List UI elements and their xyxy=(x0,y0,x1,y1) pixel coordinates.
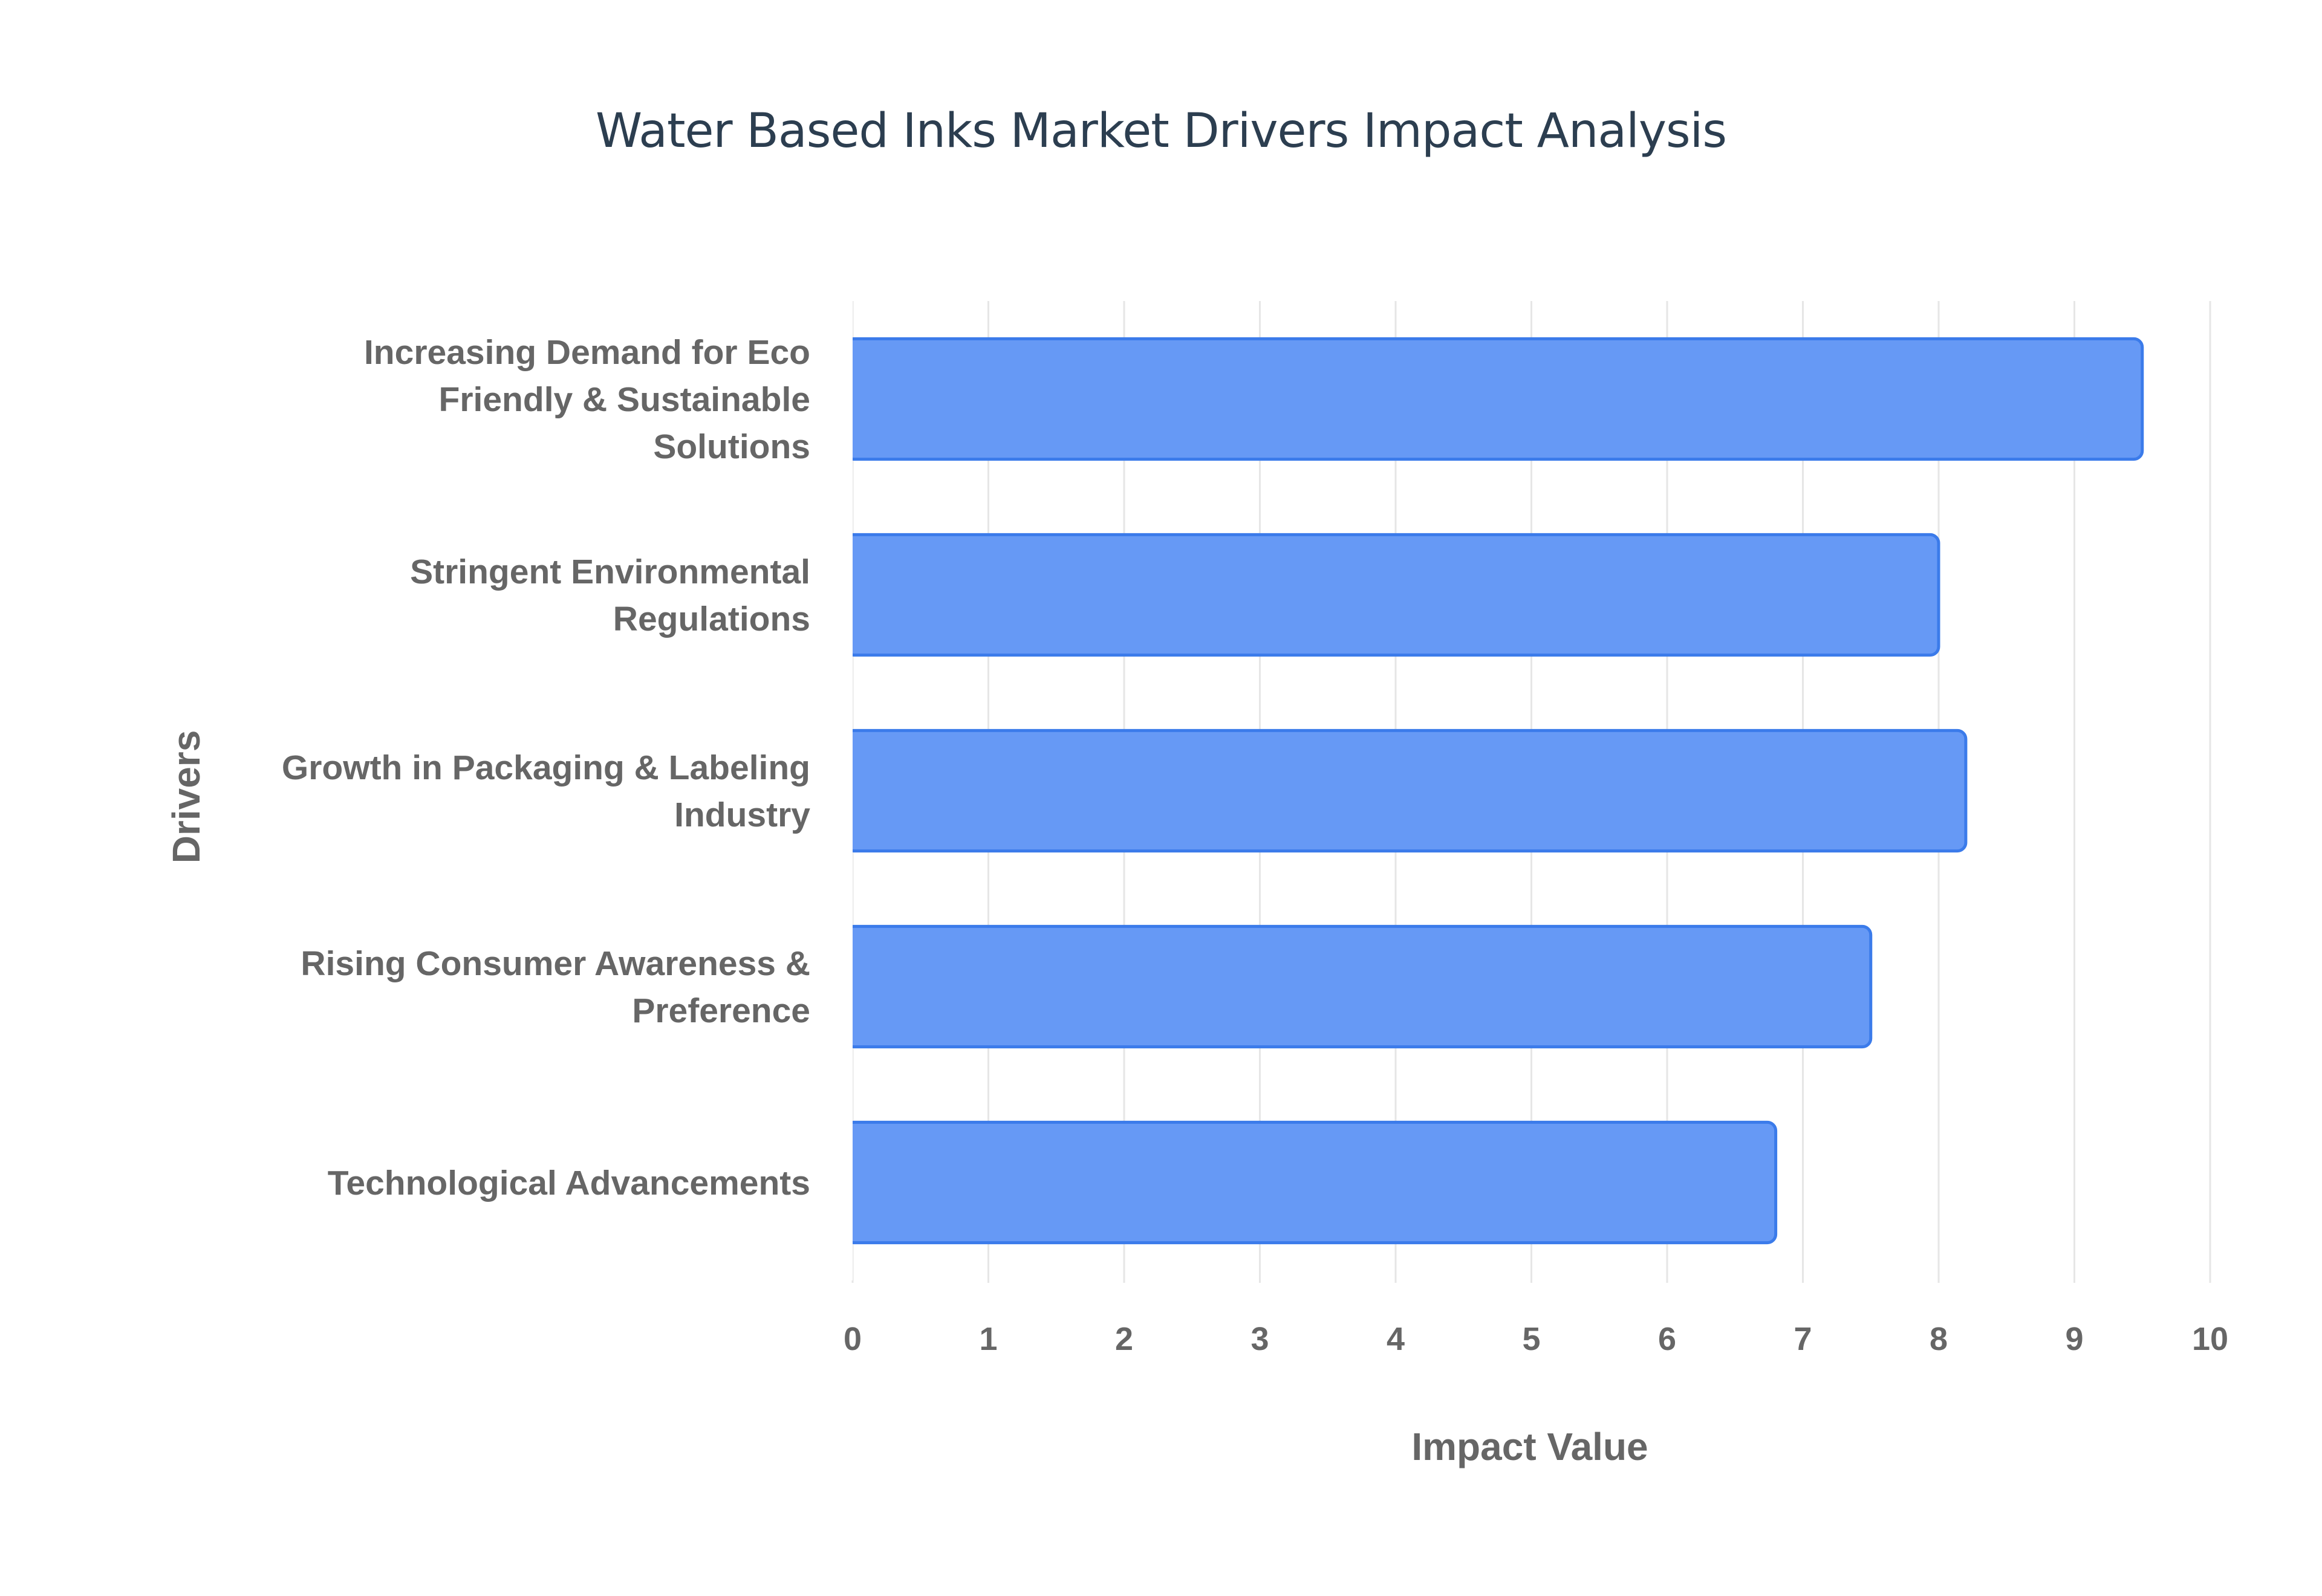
baseline-mask xyxy=(841,301,853,1280)
bar xyxy=(844,924,1873,1049)
y-axis-title: Drivers xyxy=(164,730,208,864)
category-label: Technological Advancements xyxy=(328,1164,810,1202)
bar xyxy=(844,1120,1778,1245)
x-axis-title: Impact Value xyxy=(1411,1425,1648,1468)
x-tick-label: 3 xyxy=(1250,1321,1269,1357)
category-label: Rising Consumer Awareness & Preference xyxy=(301,944,810,1030)
category-labels: Increasing Demand for Eco Friendly & Sust… xyxy=(282,333,810,1202)
x-tick-label: 1 xyxy=(979,1321,997,1357)
x-tick-label: 7 xyxy=(1794,1321,1812,1357)
x-tick-labels: 0 1 2 3 4 5 6 7 8 9 10 xyxy=(844,1321,2228,1357)
x-tick-label: 10 xyxy=(2192,1321,2228,1357)
bar xyxy=(844,337,2144,461)
chart-title: Water Based Inks Market Drivers Impact A… xyxy=(596,104,1727,158)
category-label: Growth in Packaging & Labeling Industry xyxy=(282,748,810,834)
x-tick-label: 2 xyxy=(1115,1321,1133,1357)
x-tick-label: 4 xyxy=(1387,1321,1405,1357)
bars xyxy=(841,301,2144,1280)
bar xyxy=(844,533,1940,657)
x-tick-label: 5 xyxy=(1522,1321,1540,1357)
category-label: Increasing Demand for Eco Friendly & Sust… xyxy=(364,333,810,466)
x-tick-label: 8 xyxy=(1930,1321,1948,1357)
x-tick-label: 6 xyxy=(1658,1321,1676,1357)
x-tick-label: 9 xyxy=(2065,1321,2083,1357)
bar xyxy=(844,728,1968,853)
category-label: Stringent Environmental Regulations xyxy=(410,553,810,638)
x-tick-label: 0 xyxy=(844,1321,862,1357)
